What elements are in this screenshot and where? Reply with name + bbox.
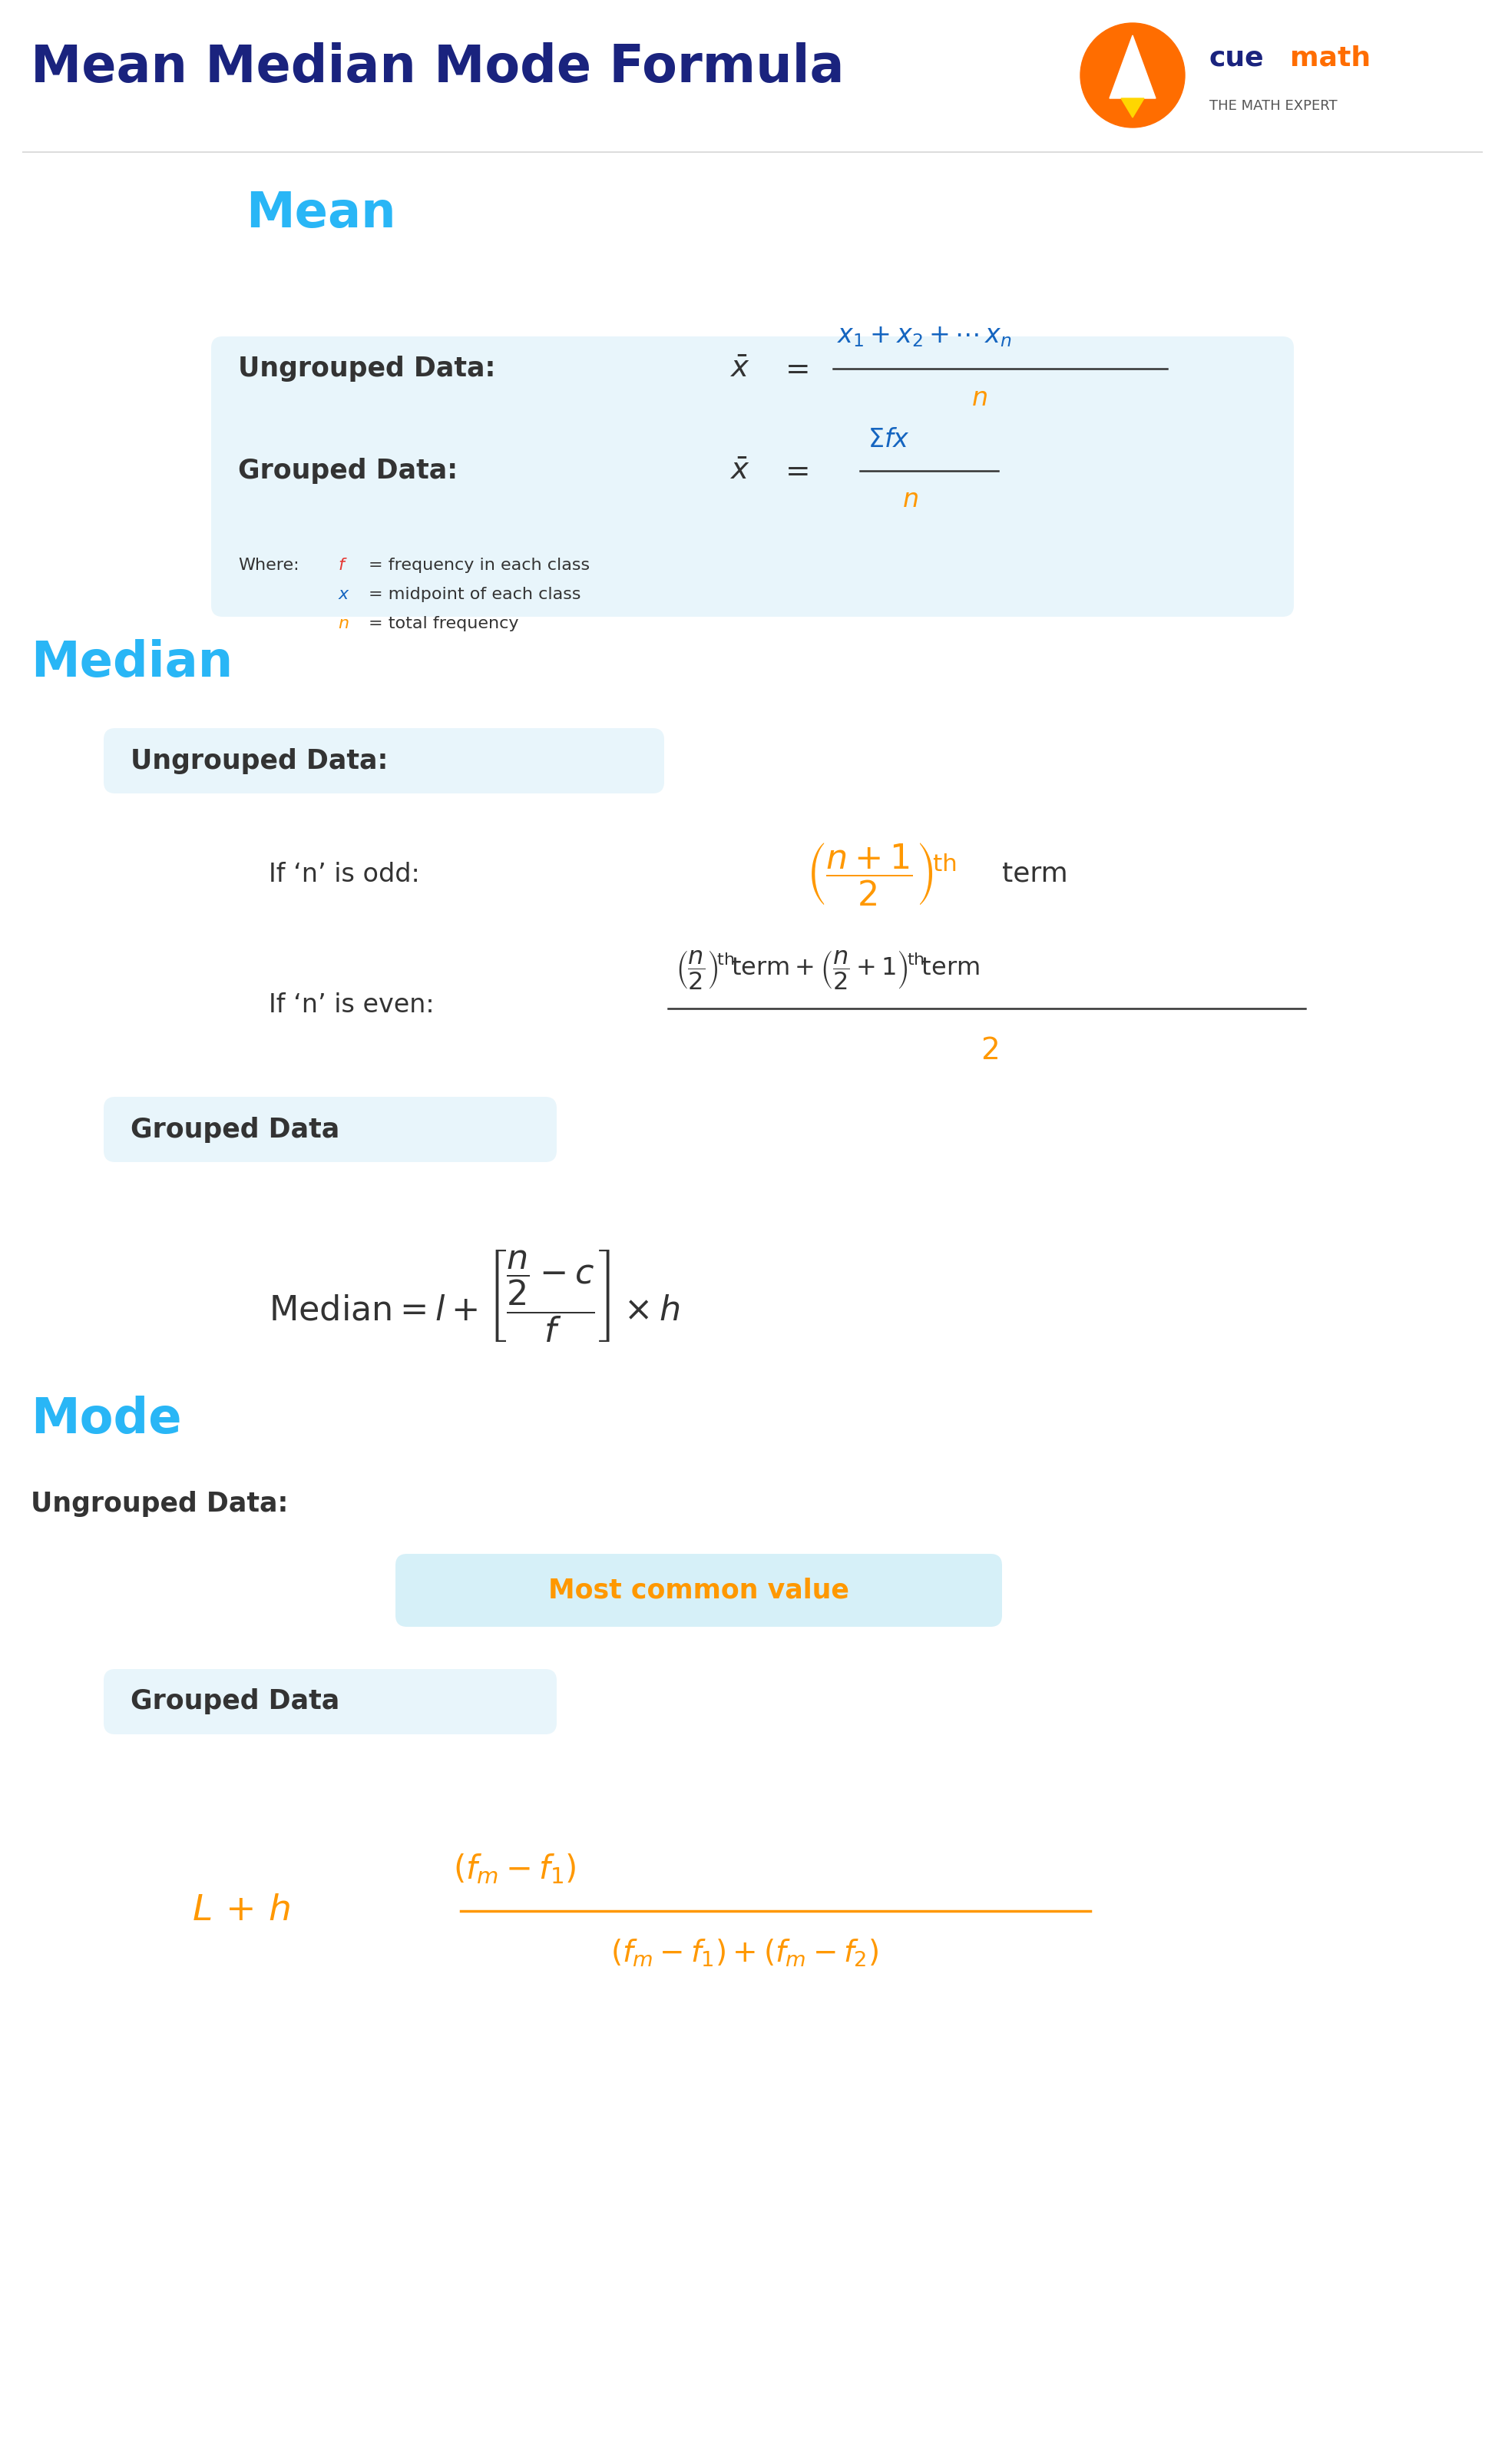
Text: Ungrouped Data:: Ungrouped Data: — [238, 355, 495, 382]
Text: Grouped Data:: Grouped Data: — [238, 458, 458, 483]
Text: 2: 2 — [981, 1037, 999, 1064]
Text: Mode: Mode — [30, 1395, 182, 1444]
Text: $\left(\dfrac{n}{2}\right)^{\!\mathrm{th}}\!\mathrm{term} + \left(\dfrac{n}{2}+1: $\left(\dfrac{n}{2}\right)^{\!\mathrm{th… — [676, 949, 980, 991]
FancyBboxPatch shape — [104, 729, 664, 793]
Text: Most common value: Most common value — [548, 1577, 849, 1604]
Text: $\Sigma fx$: $\Sigma fx$ — [868, 426, 911, 453]
FancyBboxPatch shape — [396, 1555, 1002, 1626]
Text: If ‘n’ is odd:: If ‘n’ is odd: — [269, 862, 420, 887]
Text: $(f_m - f_1)$: $(f_m - f_1)$ — [453, 1853, 576, 1885]
Text: $x$: $x$ — [337, 586, 351, 601]
Text: If ‘n’ is even:: If ‘n’ is even: — [269, 993, 435, 1018]
Text: $\bar{x}$: $\bar{x}$ — [730, 355, 749, 384]
Text: Mean Median Mode Formula: Mean Median Mode Formula — [30, 42, 844, 94]
Text: $\bar{x}$: $\bar{x}$ — [730, 456, 749, 485]
Text: $=$: $=$ — [780, 456, 808, 485]
Text: $n$: $n$ — [901, 488, 918, 513]
Circle shape — [1081, 22, 1184, 128]
Text: $=$: $=$ — [780, 355, 808, 384]
Text: $n$: $n$ — [337, 616, 349, 631]
Text: math: math — [1290, 44, 1371, 71]
Text: Where:: Where: — [238, 557, 299, 574]
Polygon shape — [1109, 34, 1156, 99]
Text: Grouped Data: Grouped Data — [131, 1116, 340, 1143]
Text: $x_1 + x_2 + \cdots\, x_n$: $x_1 + x_2 + \cdots\, x_n$ — [837, 323, 1011, 350]
Text: Median: Median — [30, 638, 233, 687]
Text: = total frequency: = total frequency — [369, 616, 519, 631]
Text: term: term — [1002, 860, 1069, 887]
Text: Mean: Mean — [245, 190, 396, 237]
FancyBboxPatch shape — [104, 1668, 557, 1735]
Text: cue: cue — [1210, 44, 1264, 71]
FancyBboxPatch shape — [104, 1096, 557, 1163]
Text: Ungrouped Data:: Ungrouped Data: — [30, 1491, 289, 1518]
Text: $\left(\dfrac{n+1}{2}\right)^{\!\mathrm{th}}$: $\left(\dfrac{n+1}{2}\right)^{\!\mathrm{… — [807, 840, 957, 907]
Text: $\mathrm{Median} = l + \left[\dfrac{\dfrac{n}{2} - c}{f}\right] \times h$: $\mathrm{Median} = l + \left[\dfrac{\dfr… — [269, 1249, 680, 1345]
Text: THE MATH EXPERT: THE MATH EXPERT — [1210, 99, 1338, 113]
Text: $f$: $f$ — [337, 557, 348, 574]
Text: Grouped Data: Grouped Data — [131, 1688, 340, 1715]
Text: $n$: $n$ — [971, 384, 987, 411]
FancyBboxPatch shape — [211, 338, 1294, 616]
Text: Ungrouped Data:: Ungrouped Data: — [131, 747, 388, 774]
Text: $(f_m - f_1) + (f_m - f_2)$: $(f_m - f_1) + (f_m - f_2)$ — [611, 1937, 879, 1969]
Polygon shape — [1121, 99, 1144, 118]
Text: $L\,+\,h$: $L\,+\,h$ — [193, 1895, 290, 1929]
Text: = midpoint of each class: = midpoint of each class — [369, 586, 581, 601]
Text: = frequency in each class: = frequency in each class — [369, 557, 590, 574]
